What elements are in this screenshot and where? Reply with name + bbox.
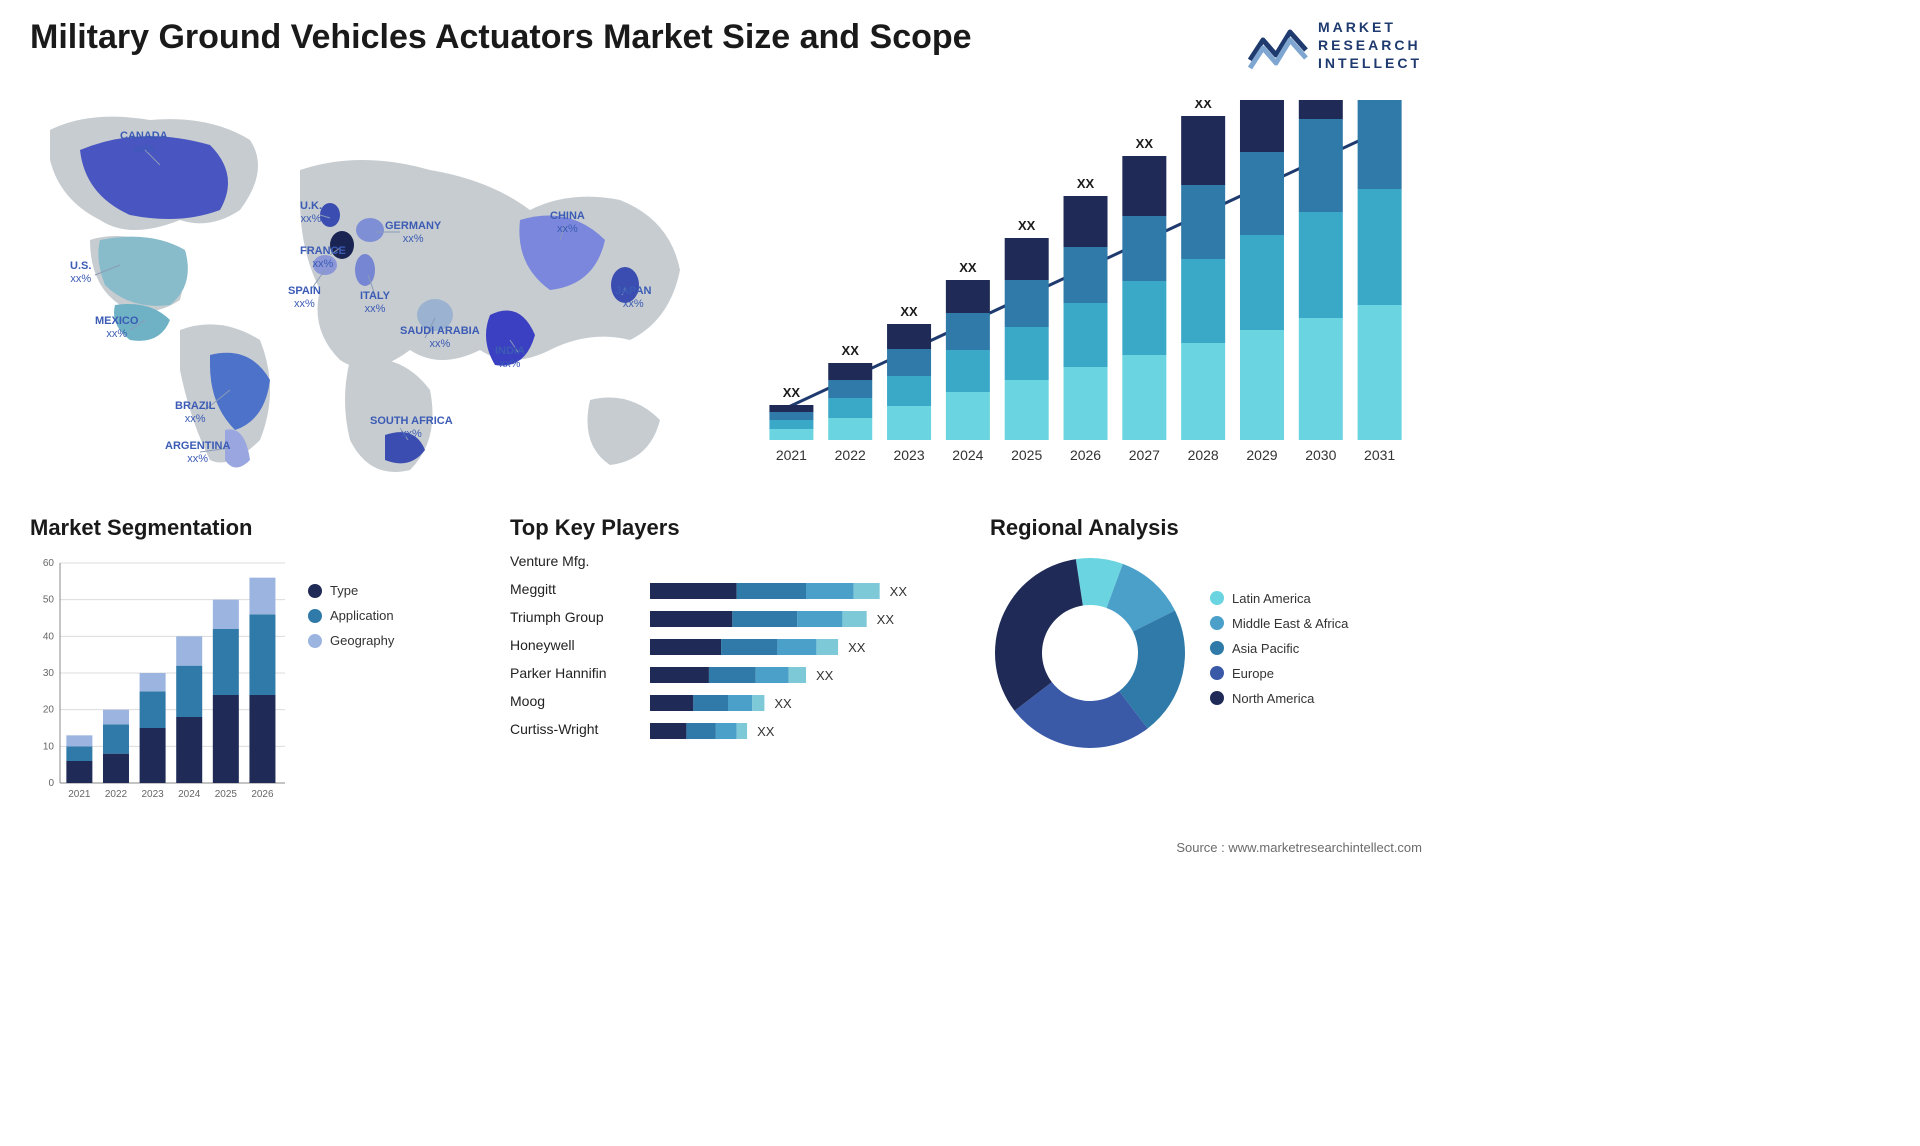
svg-text:2026: 2026: [1070, 447, 1101, 463]
svg-text:XX: XX: [816, 668, 834, 683]
player-row: Triumph GroupXX: [510, 609, 950, 629]
map-label: SPAINxx%: [288, 285, 321, 311]
svg-text:XX: XX: [890, 584, 908, 599]
svg-text:0: 0: [48, 778, 54, 789]
map-label: MEXICOxx%: [95, 315, 138, 341]
svg-text:10: 10: [43, 741, 55, 752]
svg-text:XX: XX: [774, 696, 792, 711]
legend-item: Asia Pacific: [1210, 641, 1348, 656]
svg-text:2028: 2028: [1188, 447, 1219, 463]
map-label: JAPANxx%: [615, 285, 651, 311]
svg-text:2025: 2025: [1011, 447, 1042, 463]
svg-text:2029: 2029: [1246, 447, 1277, 463]
map-label: ITALYxx%: [360, 290, 390, 316]
world-map: CANADAxx% U.S.xx% MEXICOxx% BRAZILxx% ARGENT…: [30, 90, 710, 490]
player-row: Venture Mfg.: [510, 553, 950, 573]
svg-text:2023: 2023: [893, 447, 924, 463]
map-label: ARGENTINAxx%: [165, 440, 230, 466]
svg-text:2025: 2025: [215, 789, 238, 800]
map-label: SAUDI ARABIAxx%: [400, 325, 480, 351]
logo-text: MARKET RESEARCH INTELLECT: [1318, 18, 1422, 73]
svg-text:XX: XX: [1077, 176, 1095, 191]
svg-text:2031: 2031: [1364, 447, 1395, 463]
map-label: U.S.xx%: [70, 260, 91, 286]
svg-text:XX: XX: [959, 260, 977, 275]
player-row: Parker HannifinXX: [510, 665, 950, 685]
svg-text:XX: XX: [783, 385, 801, 400]
legend-item: Latin America: [1210, 591, 1348, 606]
svg-text:2027: 2027: [1129, 447, 1160, 463]
players-chart: Venture Mfg. MeggittXX Triumph GroupXX Hone…: [510, 553, 950, 741]
player-row: Curtiss-WrightXX: [510, 721, 950, 741]
svg-text:2023: 2023: [141, 789, 164, 800]
segmentation-chart: 0 10 20 30 40 50 60 2021 2022 2023 2024 2025 2026: [30, 553, 290, 813]
svg-text:XX: XX: [1194, 100, 1212, 111]
map-label: GERMANYxx%: [385, 220, 441, 246]
player-row: MeggittXX: [510, 581, 950, 601]
main-bar-chart: XX 2021 XX 2022 XX 2023 XX 2024 XX 2025 XX 2026 XX 20…: [742, 100, 1422, 480]
svg-text:2026: 2026: [251, 789, 274, 800]
legend-item: Middle East & Africa: [1210, 616, 1348, 631]
svg-text:2021: 2021: [776, 447, 807, 463]
legend-item: Europe: [1210, 666, 1348, 681]
regional-panel: Regional Analysis Latin America Middle Ea…: [990, 515, 1420, 753]
players-panel: Top Key Players Venture Mfg. MeggittXX Tri…: [510, 515, 950, 749]
map-label: BRAZILxx%: [175, 400, 215, 426]
svg-text:XX: XX: [1136, 136, 1154, 151]
brand-logo: MARKET RESEARCH INTELLECT: [1248, 18, 1422, 73]
svg-text:XX: XX: [848, 640, 866, 655]
source-text: Source : www.marketresearchintellect.com: [1176, 840, 1422, 855]
map-label: CANADAxx%: [120, 130, 168, 156]
svg-text:30: 30: [43, 668, 55, 679]
svg-text:XX: XX: [757, 724, 775, 739]
map-label: INDIAxx%: [495, 345, 525, 371]
map-label: U.K.xx%: [300, 200, 322, 226]
legend-item: North America: [1210, 691, 1348, 706]
players-heading: Top Key Players: [510, 515, 950, 541]
svg-text:2021: 2021: [68, 789, 91, 800]
svg-text:2022: 2022: [835, 447, 866, 463]
player-row: MoogXX: [510, 693, 950, 713]
regional-heading: Regional Analysis: [990, 515, 1420, 541]
svg-text:2030: 2030: [1305, 447, 1336, 463]
player-row: HoneywellXX: [510, 637, 950, 657]
regional-legend: Latin America Middle East & Africa Asia Pa…: [1210, 591, 1348, 716]
map-label: FRANCExx%: [300, 245, 346, 271]
legend-item: Application: [308, 608, 394, 623]
page-title: Military Ground Vehicles Actuators Marke…: [30, 18, 972, 57]
svg-text:60: 60: [43, 558, 55, 569]
svg-text:2024: 2024: [178, 789, 201, 800]
svg-text:2024: 2024: [952, 447, 983, 463]
svg-text:XX: XX: [900, 304, 918, 319]
logo-icon: [1248, 20, 1308, 70]
segmentation-heading: Market Segmentation: [30, 515, 470, 541]
map-label: CHINAxx%: [550, 210, 585, 236]
svg-text:XX: XX: [877, 612, 895, 627]
svg-text:40: 40: [43, 631, 55, 642]
legend-item: Geography: [308, 633, 394, 648]
regional-donut: [990, 553, 1190, 753]
svg-text:XX: XX: [1018, 218, 1036, 233]
map-label: SOUTH AFRICAxx%: [370, 415, 453, 441]
svg-text:50: 50: [43, 595, 55, 606]
segmentation-legend: Type Application Geography: [308, 553, 394, 813]
segmentation-panel: Market Segmentation 0 10 20 30 40 50 60 2021 202…: [30, 515, 470, 813]
legend-item: Type: [308, 583, 394, 598]
svg-text:XX: XX: [842, 343, 860, 358]
svg-text:20: 20: [43, 705, 55, 716]
svg-text:2022: 2022: [105, 789, 128, 800]
